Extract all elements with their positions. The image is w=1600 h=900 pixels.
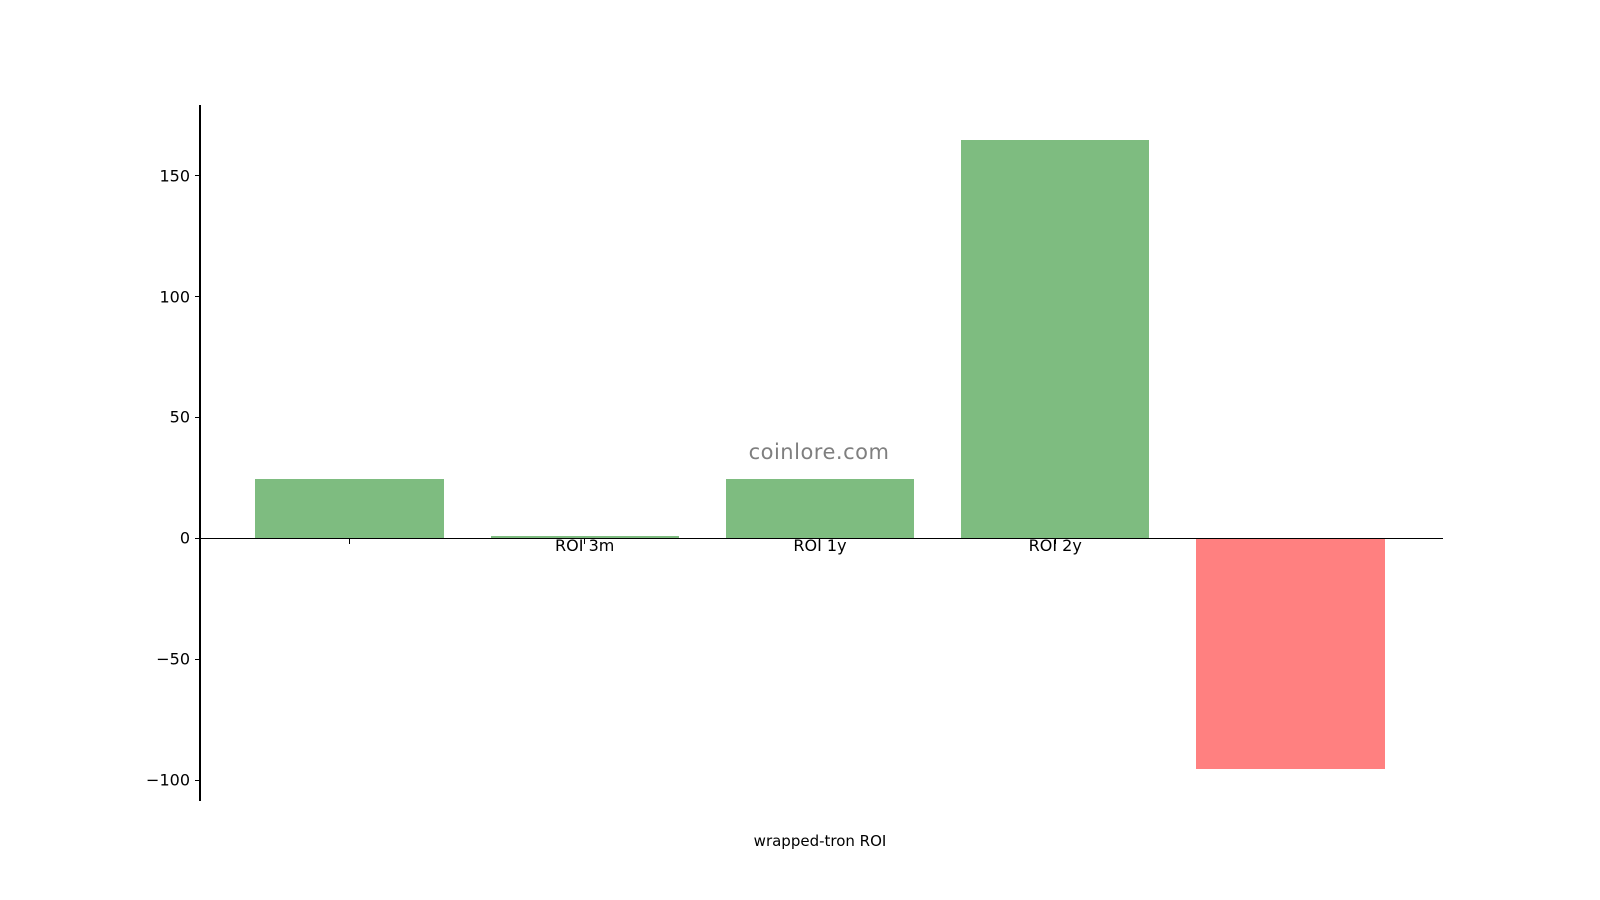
y-axis-tick-label: −100 xyxy=(146,770,190,790)
y-axis-tick xyxy=(195,296,200,298)
watermark-text: coinlore.com xyxy=(748,440,890,464)
x-axis-tick xyxy=(584,538,586,545)
bar-roi-1y xyxy=(725,478,915,539)
x-axis-tick xyxy=(1054,538,1056,545)
y-axis-tick xyxy=(195,537,200,539)
y-axis-tick-label: −50 xyxy=(156,649,190,669)
y-axis-tick xyxy=(195,779,200,781)
y-axis-tick-label: 50 xyxy=(169,407,190,427)
chart-xlabel: wrapped-tron ROI xyxy=(753,832,887,850)
bar-roi-3m xyxy=(490,535,679,539)
bar-roi-2y xyxy=(961,140,1150,539)
x-axis-tick-label: ROI 1y xyxy=(793,536,847,556)
y-axis-tick-label: 0 xyxy=(179,528,190,548)
x-axis-tick xyxy=(819,538,821,545)
y-axis-tick-label: 150 xyxy=(159,166,190,186)
x-axis-tick-label: ROI 3m xyxy=(555,536,615,556)
bar-unlabeled-4 xyxy=(1196,539,1385,770)
bar-unlabeled-0 xyxy=(255,478,444,539)
y-axis-spine xyxy=(199,105,201,801)
y-axis-tick xyxy=(195,416,200,418)
y-axis-tick xyxy=(195,658,200,660)
x-axis-tick-label: ROI 2y xyxy=(1028,536,1082,556)
x-axis-tick xyxy=(348,538,350,545)
x-axis-zero-line xyxy=(200,537,1443,540)
y-axis-tick xyxy=(195,175,200,177)
y-axis-tick-label: 100 xyxy=(159,287,190,307)
